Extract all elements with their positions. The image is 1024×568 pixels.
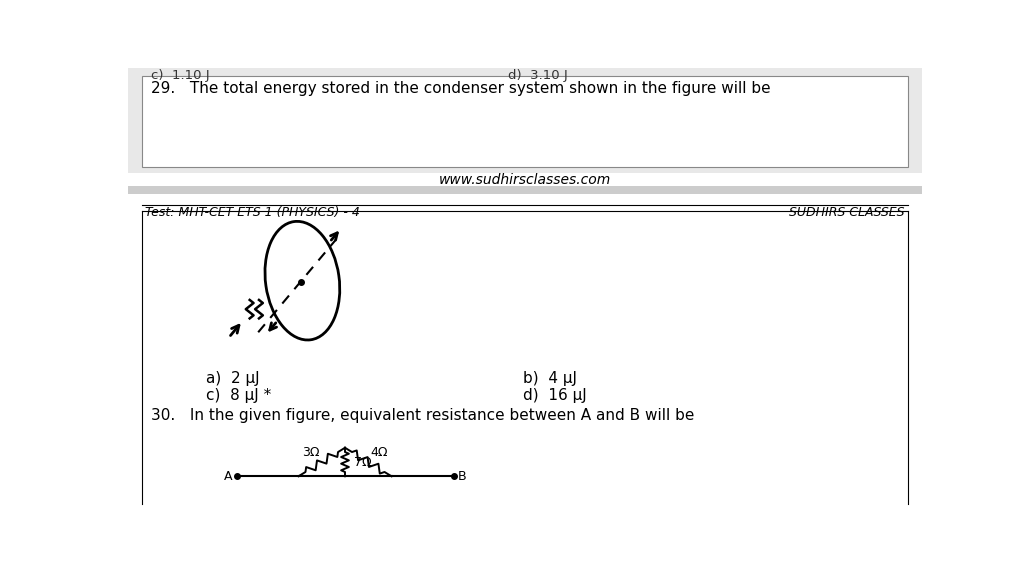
Text: d)  16 μJ: d) 16 μJ — [523, 389, 587, 403]
Text: 29.   The total energy stored in the condenser system shown in the figure will b: 29. The total energy stored in the conde… — [152, 81, 771, 96]
Text: B: B — [458, 470, 466, 483]
Text: SUDHIRS CLASSES: SUDHIRS CLASSES — [790, 206, 904, 219]
Text: c)  8 μJ *: c) 8 μJ * — [206, 389, 270, 403]
Text: d)  3.10 J: d) 3.10 J — [508, 69, 567, 82]
Text: a)  2 μJ: a) 2 μJ — [206, 371, 259, 386]
Text: Test: MHT-CET ETS 1 (PHYSICS) - 4: Test: MHT-CET ETS 1 (PHYSICS) - 4 — [145, 206, 359, 219]
Bar — [128, 186, 922, 194]
Text: A: A — [224, 470, 232, 483]
Text: 7Ω: 7Ω — [354, 456, 372, 469]
Text: b)  4 μJ: b) 4 μJ — [523, 371, 578, 386]
Text: 4Ω: 4Ω — [371, 446, 388, 459]
Text: 30.   In the given figure, equivalent resistance between A and B will be: 30. In the given figure, equivalent resi… — [152, 408, 694, 423]
Text: c)  1.10 J: c) 1.10 J — [152, 69, 210, 82]
Bar — [142, 76, 907, 167]
Bar — [128, 68, 922, 173]
Bar — [128, 194, 922, 506]
Text: 3Ω: 3Ω — [302, 446, 319, 459]
Text: www.sudhirsclasses.com: www.sudhirsclasses.com — [438, 173, 611, 187]
